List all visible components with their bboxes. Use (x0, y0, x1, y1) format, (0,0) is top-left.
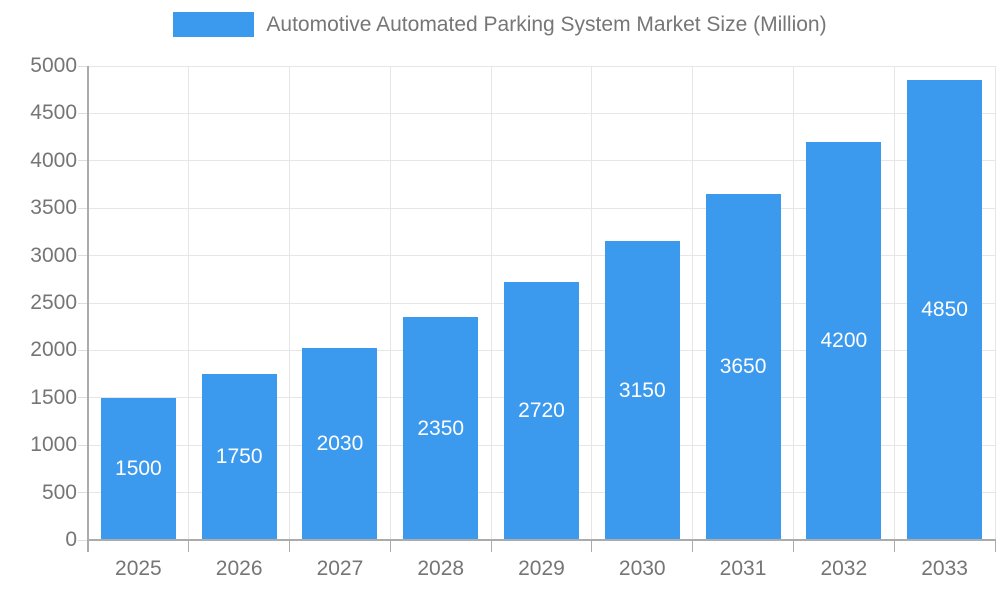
bar-value-label: 3650 (719, 354, 767, 378)
h-gridline (88, 207, 995, 209)
y-tick-label: 2500 (30, 291, 77, 314)
h-gridline (88, 160, 995, 162)
x-axis-tick (188, 540, 190, 552)
y-tick-label: 2000 (30, 338, 77, 362)
y-tick-label: 3000 (30, 243, 77, 267)
x-axis-line (87, 539, 996, 541)
bar-value-label: 2030 (316, 431, 364, 455)
y-axis-tick (78, 349, 88, 351)
bar-value-label: 1750 (215, 445, 263, 469)
y-tick-label: 3500 (30, 196, 77, 220)
bar-value-label: 4850 (921, 298, 968, 322)
bar-value-label: 4200 (820, 328, 868, 352)
x-tick-label: 2026 (215, 557, 263, 580)
y-tick-label: 4500 (30, 101, 77, 125)
bar-value-label: 2350 (417, 416, 465, 440)
x-tick-label: 2029 (518, 557, 565, 580)
y-tick-label: 1000 (30, 433, 77, 457)
v-gridline (188, 66, 190, 540)
x-axis-tick (792, 540, 794, 552)
x-axis-tick (591, 540, 593, 552)
bar (806, 141, 882, 539)
y-axis-tick (78, 207, 88, 209)
x-axis-tick (994, 540, 996, 552)
v-gridline (591, 66, 593, 540)
h-gridline (88, 65, 995, 67)
bar (403, 317, 479, 539)
x-axis-tick (490, 540, 492, 552)
y-axis-tick (78, 444, 88, 446)
legend-label: Automotive Automated Parking System Mark… (266, 12, 827, 36)
x-tick-label: 2027 (316, 557, 364, 580)
x-axis-tick (893, 540, 895, 552)
legend-item-market-size[interactable]: Automotive Automated Parking System Mark… (173, 12, 827, 37)
y-tick-label: 1500 (30, 385, 77, 409)
x-axis-tick (692, 540, 694, 552)
x-tick-label: 2030 (618, 557, 666, 580)
y-axis-tick (78, 112, 88, 114)
v-gridline (289, 66, 291, 540)
x-tick-label: 2031 (719, 557, 767, 580)
x-axis-tick (289, 540, 291, 552)
v-gridline (490, 66, 492, 540)
bar (100, 397, 176, 539)
y-tick-label: 0 (65, 528, 77, 551)
x-tick-label: 2033 (921, 557, 968, 580)
v-gridline (893, 66, 895, 540)
x-tick-label: 2028 (417, 557, 465, 580)
v-gridline (692, 66, 694, 540)
bar (504, 282, 579, 539)
v-gridline (792, 66, 794, 540)
bar (604, 241, 680, 539)
x-tick-label: 2025 (115, 557, 162, 580)
v-gridline (994, 66, 996, 540)
bar (201, 374, 277, 539)
legend-swatch-icon (173, 12, 255, 37)
y-tick-label: 4000 (30, 148, 77, 172)
bar (705, 193, 781, 539)
x-tick-label: 2032 (820, 557, 868, 580)
bar-value-label: 1500 (115, 456, 162, 480)
v-gridline (389, 66, 391, 540)
y-axis-line (87, 66, 89, 552)
y-axis-tick (78, 397, 88, 399)
y-axis-tick (78, 539, 88, 541)
bar (302, 347, 378, 539)
y-tick-label: 5000 (30, 54, 77, 77)
y-axis-tick (78, 492, 88, 494)
x-axis-tick (389, 540, 391, 552)
bar (907, 80, 983, 539)
bar-value-label: 3150 (618, 378, 666, 402)
y-axis-tick (78, 255, 88, 257)
y-axis-tick (78, 160, 88, 162)
bar-value-label: 2720 (518, 399, 565, 423)
y-tick-label: 500 (41, 480, 77, 504)
h-gridline (88, 112, 995, 114)
y-axis-tick (78, 302, 88, 304)
y-axis-tick (78, 65, 88, 67)
h-gridline (88, 255, 995, 257)
legend: Automotive Automated Parking System Mark… (0, 12, 1000, 37)
